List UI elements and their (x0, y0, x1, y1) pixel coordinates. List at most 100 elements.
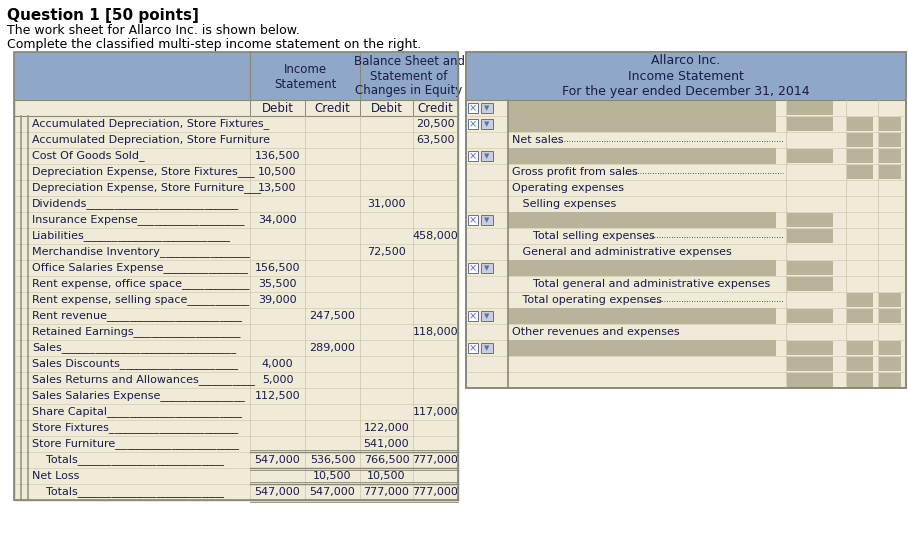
Bar (508, 100, 776, 116)
Text: Rent expense, selling space___________: Rent expense, selling space___________ (32, 295, 250, 305)
Text: 547,000: 547,000 (254, 487, 301, 497)
Text: 10,500: 10,500 (367, 471, 406, 481)
Text: ×: × (469, 311, 477, 321)
Bar (847, 309, 873, 323)
Bar (481, 151, 493, 161)
Text: Other revenues and expenses: Other revenues and expenses (512, 327, 679, 337)
Bar (468, 343, 478, 353)
Bar (508, 116, 776, 132)
Text: 117,000: 117,000 (413, 407, 459, 417)
Bar (14, 52, 458, 100)
Text: 136,500: 136,500 (255, 151, 301, 161)
Text: ▼: ▼ (484, 217, 489, 223)
Bar (481, 263, 493, 273)
Text: Totals__________________________: Totals__________________________ (32, 455, 224, 466)
Bar (879, 149, 901, 163)
Text: ×: × (469, 215, 477, 225)
Text: Store Fixtures_______________________: Store Fixtures_______________________ (32, 423, 238, 433)
Text: ▼: ▼ (484, 313, 489, 319)
Text: Sales Discounts_____________________: Sales Discounts_____________________ (32, 359, 238, 369)
Text: Accumulated Depreciation, Store Fixtures_: Accumulated Depreciation, Store Fixtures… (32, 119, 270, 129)
Text: Statement: Statement (274, 77, 336, 90)
Bar (787, 341, 833, 355)
Bar (847, 357, 873, 371)
Text: 39,000: 39,000 (258, 295, 297, 305)
Text: Complete the classified multi-step income statement on the right.: Complete the classified multi-step incom… (7, 38, 421, 51)
Text: Depreciation Expense, Store Furniture___: Depreciation Expense, Store Furniture___ (32, 183, 261, 193)
Text: For the year ended December 31, 2014: For the year ended December 31, 2014 (562, 86, 810, 99)
Text: ▼: ▼ (484, 265, 489, 271)
Bar (879, 133, 901, 147)
Text: Depreciation Expense, Store Fixtures___: Depreciation Expense, Store Fixtures___ (32, 167, 254, 178)
Bar (847, 133, 873, 147)
Text: Retained Earnings___________________: Retained Earnings___________________ (32, 326, 241, 338)
Bar (847, 293, 873, 307)
Text: 5,000: 5,000 (262, 375, 293, 385)
Text: 13,500: 13,500 (258, 183, 297, 193)
Bar (466, 52, 906, 388)
Bar (879, 357, 901, 371)
Text: ×: × (469, 343, 477, 353)
Bar (847, 165, 873, 179)
Bar (787, 261, 833, 275)
Text: Selling expenses: Selling expenses (512, 199, 617, 209)
Text: Income Statement: Income Statement (628, 70, 744, 82)
Text: Liabilities__________________________: Liabilities__________________________ (32, 231, 231, 241)
Text: 777,000: 777,000 (412, 487, 459, 497)
Bar (847, 341, 873, 355)
Text: Credit: Credit (418, 101, 453, 115)
Text: Net sales: Net sales (512, 135, 564, 145)
Text: Share Capital________________________: Share Capital________________________ (32, 407, 242, 417)
Bar (481, 103, 493, 113)
Text: Dividends___________________________: Dividends___________________________ (32, 198, 239, 209)
Text: Balance Sheet and: Balance Sheet and (353, 55, 465, 68)
Text: 777,000: 777,000 (363, 487, 410, 497)
Text: ×: × (469, 103, 477, 113)
Text: Rent expense, office space____________: Rent expense, office space____________ (32, 278, 250, 290)
Bar (787, 229, 833, 243)
Bar (508, 340, 776, 356)
Text: Sales_______________________________: Sales_______________________________ (32, 343, 236, 354)
Bar (787, 277, 833, 291)
Bar (847, 149, 873, 163)
Bar (508, 212, 776, 228)
Text: Gross profit from sales: Gross profit from sales (512, 167, 637, 177)
Text: Office Salaries Expense_______________: Office Salaries Expense_______________ (32, 262, 248, 273)
Text: 458,000: 458,000 (412, 231, 459, 241)
Text: Merchandise Inventory________________: Merchandise Inventory________________ (32, 247, 250, 257)
Bar (787, 309, 833, 323)
Bar (468, 119, 478, 129)
Text: 112,500: 112,500 (254, 391, 301, 401)
Text: ×: × (469, 263, 477, 273)
Bar (787, 213, 833, 227)
Text: 72,500: 72,500 (367, 247, 406, 257)
Bar (508, 308, 776, 324)
Text: 247,500: 247,500 (310, 311, 355, 321)
Text: 63,500: 63,500 (416, 135, 455, 145)
Bar (879, 165, 901, 179)
Text: ▼: ▼ (484, 345, 489, 351)
Text: Changes in Equity: Changes in Equity (355, 84, 462, 97)
Bar (481, 311, 493, 321)
Text: 10,500: 10,500 (258, 167, 297, 177)
Bar (787, 357, 833, 371)
Bar (466, 52, 906, 100)
Bar (468, 103, 478, 113)
Text: 118,000: 118,000 (413, 327, 459, 337)
Text: The work sheet for Allarco Inc. is shown below.: The work sheet for Allarco Inc. is shown… (7, 24, 300, 37)
Bar (787, 117, 833, 131)
Text: Net Loss: Net Loss (32, 471, 79, 481)
Text: Allarco Inc.: Allarco Inc. (651, 53, 721, 66)
Text: Operating expenses: Operating expenses (512, 183, 624, 193)
Bar (481, 343, 493, 353)
Text: 289,000: 289,000 (310, 343, 355, 353)
Text: 34,000: 34,000 (258, 215, 297, 225)
Text: Statement of: Statement of (370, 70, 448, 82)
Text: Question 1 [50 points]: Question 1 [50 points] (7, 8, 199, 23)
Text: Store Furniture______________________: Store Furniture______________________ (32, 438, 239, 449)
Text: 20,500: 20,500 (416, 119, 455, 129)
Text: 156,500: 156,500 (255, 263, 301, 273)
Text: 122,000: 122,000 (363, 423, 410, 433)
Bar (468, 215, 478, 225)
Text: Sales Salaries Expense_______________: Sales Salaries Expense_______________ (32, 390, 245, 402)
